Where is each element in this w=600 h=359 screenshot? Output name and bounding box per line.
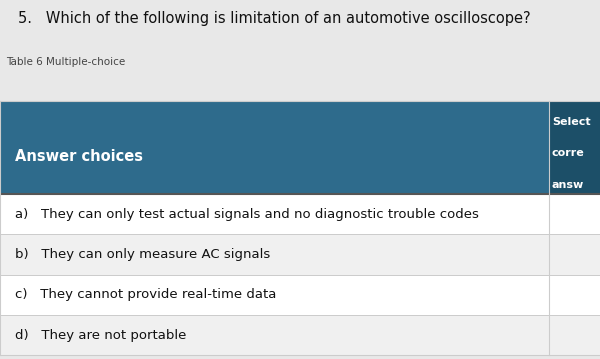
- Text: Select: Select: [552, 117, 590, 127]
- Bar: [0, 315, 549, 355]
- Bar: [0, 101, 549, 194]
- Bar: [549, 275, 600, 315]
- Bar: [0, 194, 549, 234]
- Text: b)   They can only measure AC signals: b) They can only measure AC signals: [15, 248, 270, 261]
- Text: Table 6 Multiple-choice: Table 6 Multiple-choice: [6, 57, 125, 67]
- Bar: [0, 275, 549, 315]
- Bar: [549, 101, 600, 194]
- Text: d)   They are not portable: d) They are not portable: [15, 329, 187, 342]
- Text: 5.   Which of the following is limitation of an automotive oscilloscope?: 5. Which of the following is limitation …: [18, 11, 530, 26]
- Text: a)   They can only test actual signals and no diagnostic trouble codes: a) They can only test actual signals and…: [15, 208, 479, 220]
- Text: Answer choices: Answer choices: [15, 149, 143, 164]
- Bar: [549, 234, 600, 275]
- Bar: [549, 315, 600, 355]
- Text: answ: answ: [552, 180, 584, 190]
- Text: corre: corre: [552, 148, 585, 158]
- Bar: [0, 234, 549, 275]
- Text: c)   They cannot provide real-time data: c) They cannot provide real-time data: [15, 288, 277, 301]
- Bar: [549, 194, 600, 234]
